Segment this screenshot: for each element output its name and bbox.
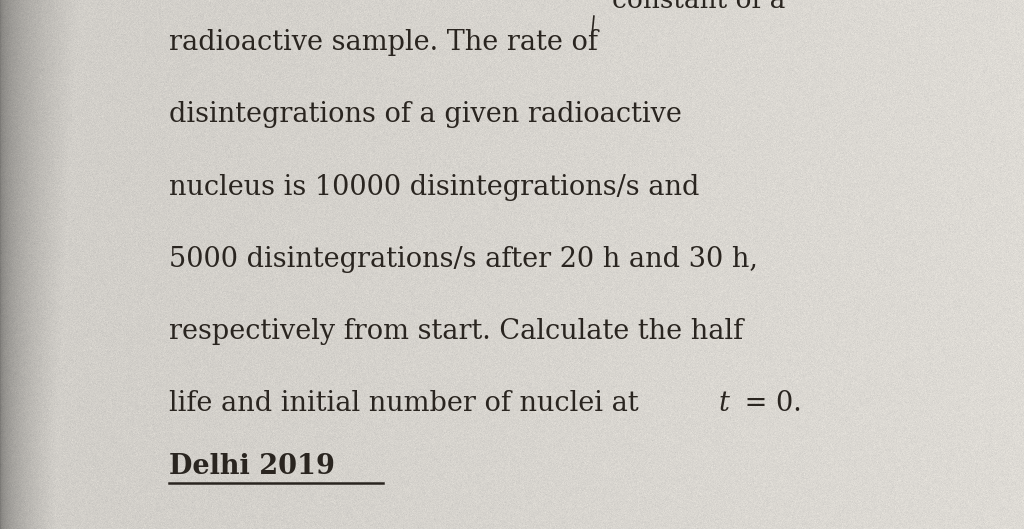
Text: nucleus is 10000 disintegrations/s and: nucleus is 10000 disintegrations/s and xyxy=(169,174,699,201)
Text: disintegrations of a given radioactive: disintegrations of a given radioactive xyxy=(169,101,682,128)
Text: radioactive sample. The rate of: radioactive sample. The rate of xyxy=(169,29,598,56)
Text: t: t xyxy=(719,390,730,417)
Text: respectively from start. Calculate the half: respectively from start. Calculate the h… xyxy=(169,318,743,345)
Text: = 0.: = 0. xyxy=(736,390,802,417)
Text: life and initial number of nuclei at: life and initial number of nuclei at xyxy=(169,390,647,417)
Text: Delhi 2019: Delhi 2019 xyxy=(169,453,335,480)
Text: 5000 disintegrations/s after 20 h and 30 h,: 5000 disintegrations/s after 20 h and 30… xyxy=(169,246,758,273)
Text: constant of a: constant of a xyxy=(612,0,785,13)
